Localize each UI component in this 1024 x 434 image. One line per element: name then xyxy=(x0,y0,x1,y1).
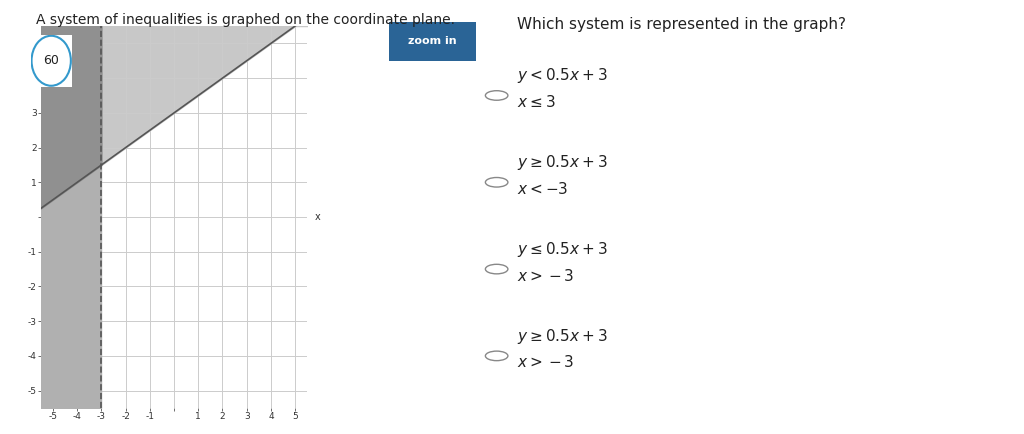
Text: $y \leq 0.5x + 3$: $y \leq 0.5x + 3$ xyxy=(517,240,607,259)
Text: $x < -3$: $x < -3$ xyxy=(517,181,568,197)
Text: $x > -3$: $x > -3$ xyxy=(517,268,574,283)
Text: 60: 60 xyxy=(43,54,59,67)
Text: Which system is represented in the graph?: Which system is represented in the graph… xyxy=(517,17,846,33)
Text: $x > -3$: $x > -3$ xyxy=(517,355,574,370)
Text: $y \geq 0.5x + 3$: $y \geq 0.5x + 3$ xyxy=(517,327,607,346)
Text: x: x xyxy=(314,212,321,222)
Text: $y \geq 0.5x + 3$: $y \geq 0.5x + 3$ xyxy=(517,153,607,172)
Text: zoom in: zoom in xyxy=(409,36,457,46)
Text: $y < 0.5x + 3$: $y < 0.5x + 3$ xyxy=(517,66,607,85)
Text: y: y xyxy=(178,11,183,21)
Text: A system of inequalities is graphed on the coordinate plane.: A system of inequalities is graphed on t… xyxy=(36,13,455,27)
Text: $x \leq 3$: $x \leq 3$ xyxy=(517,94,556,110)
